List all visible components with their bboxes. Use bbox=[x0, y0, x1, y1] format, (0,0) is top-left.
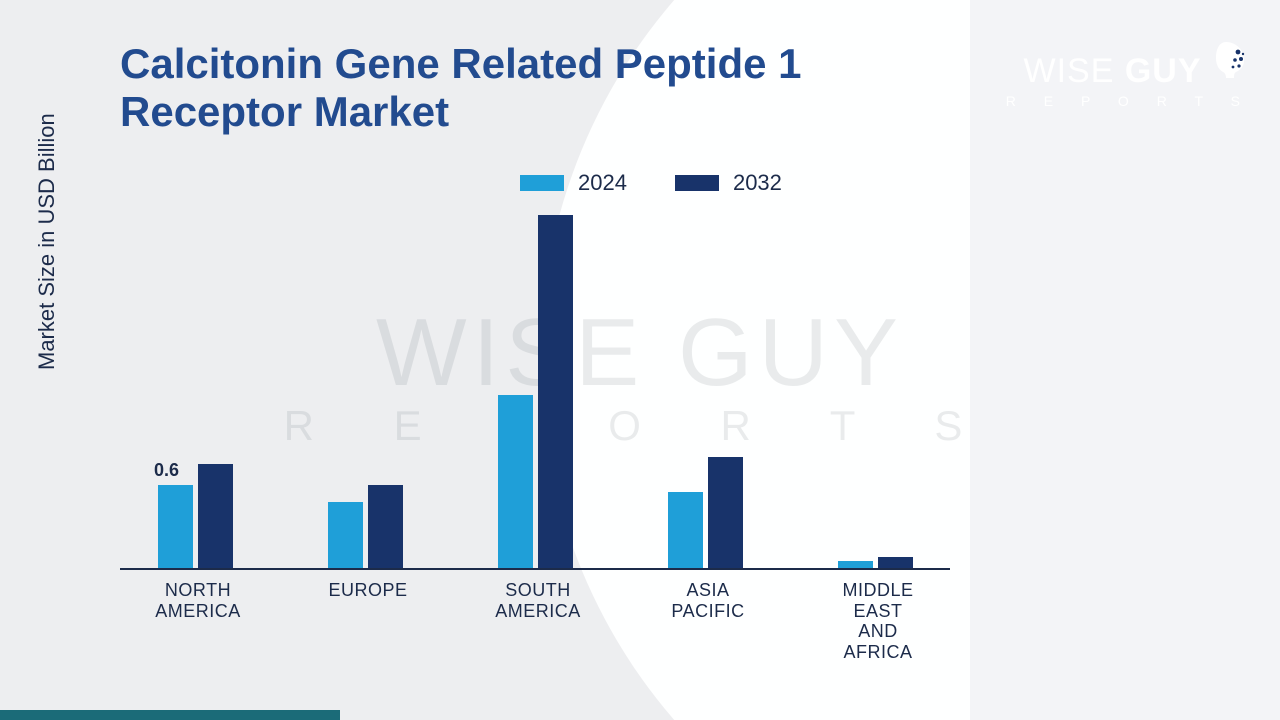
bar-series-2024 bbox=[838, 561, 873, 568]
bottom-accent-strip bbox=[0, 710, 340, 720]
x-axis-label: MIDDLEEASTANDAFRICA bbox=[808, 580, 948, 663]
bar-series-2032 bbox=[878, 557, 913, 568]
brain-icon bbox=[1208, 38, 1252, 82]
bar-series-2032 bbox=[538, 215, 573, 568]
legend-label: 2032 bbox=[733, 170, 782, 196]
x-axis-label: NORTHAMERICA bbox=[128, 580, 268, 621]
bar-series-2024 bbox=[328, 502, 363, 568]
bar-series-2024 bbox=[498, 395, 533, 568]
x-axis-label: EUROPE bbox=[298, 580, 438, 601]
bar-value-label: 0.6 bbox=[154, 460, 179, 481]
bar-chart: 0.6 bbox=[120, 210, 950, 570]
bar-series-2032 bbox=[708, 457, 743, 568]
x-axis-label: ASIAPACIFIC bbox=[638, 580, 778, 621]
legend-swatch-2024 bbox=[520, 175, 564, 191]
legend-swatch-2032 bbox=[675, 175, 719, 191]
legend-item-2024: 2024 bbox=[520, 170, 627, 196]
brand-sub: R E P O R T S bbox=[1006, 93, 1252, 109]
bar-series-2024 bbox=[668, 492, 703, 568]
x-axis-baseline bbox=[120, 568, 950, 570]
brand-logo: WISE GUY R E P O R T S bbox=[1006, 38, 1252, 109]
y-axis-label: Market Size in USD Billion bbox=[34, 113, 60, 370]
legend: 2024 2032 bbox=[520, 170, 782, 196]
x-axis-label: SOUTHAMERICA bbox=[468, 580, 608, 621]
brand-main: WISE GUY bbox=[1006, 38, 1252, 91]
bar-series-2032 bbox=[368, 485, 403, 568]
chart-title: Calcitonin Gene Related Peptide 1 Recept… bbox=[120, 40, 880, 137]
legend-label: 2024 bbox=[578, 170, 627, 196]
legend-item-2032: 2032 bbox=[675, 170, 782, 196]
bar-series-2024 bbox=[158, 485, 193, 568]
bar-series-2032 bbox=[198, 464, 233, 568]
